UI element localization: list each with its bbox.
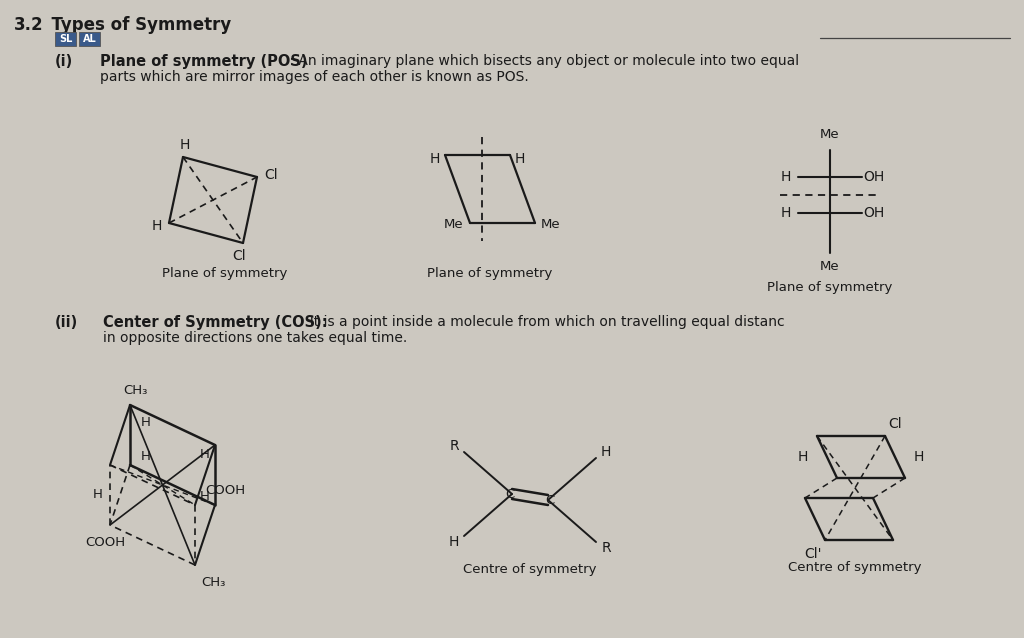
Text: H: H bbox=[798, 450, 808, 464]
Text: H: H bbox=[141, 417, 151, 429]
Text: Types of Symmetry: Types of Symmetry bbox=[40, 16, 231, 34]
Text: R: R bbox=[450, 439, 459, 453]
Text: H: H bbox=[430, 152, 440, 166]
Text: AL: AL bbox=[83, 34, 96, 44]
Text: H: H bbox=[180, 138, 190, 152]
Text: : An imaginary plane which bisects any object or molecule into two equal: : An imaginary plane which bisects any o… bbox=[285, 54, 799, 68]
Text: Cl: Cl bbox=[232, 249, 246, 263]
Text: Center of Symmetry (COS):: Center of Symmetry (COS): bbox=[103, 315, 328, 330]
Text: C: C bbox=[506, 487, 515, 500]
Bar bbox=[55, 32, 76, 46]
Text: (i): (i) bbox=[55, 54, 74, 69]
Text: Centre of symmetry: Centre of symmetry bbox=[463, 563, 597, 575]
Text: Plane of symmetry: Plane of symmetry bbox=[163, 267, 288, 279]
Text: CH₃: CH₃ bbox=[201, 577, 225, 590]
Text: H: H bbox=[200, 449, 210, 461]
Text: H: H bbox=[449, 535, 459, 549]
Text: H: H bbox=[141, 450, 151, 463]
Text: (ii): (ii) bbox=[55, 315, 78, 330]
Text: Centre of symmetry: Centre of symmetry bbox=[788, 561, 922, 574]
Text: It is a point inside a molecule from which on travelling equal distanc: It is a point inside a molecule from whi… bbox=[301, 315, 784, 329]
Text: parts which are mirror images of each other is known as POS.: parts which are mirror images of each ot… bbox=[100, 70, 528, 84]
Text: COOH: COOH bbox=[85, 537, 125, 549]
Text: H: H bbox=[515, 152, 525, 166]
Text: H: H bbox=[601, 445, 611, 459]
Text: H: H bbox=[781, 170, 792, 184]
Text: H: H bbox=[152, 219, 162, 233]
Text: CH₃: CH₃ bbox=[123, 383, 147, 396]
Text: Cl': Cl' bbox=[804, 547, 821, 561]
Text: H: H bbox=[781, 206, 792, 220]
Text: COOH: COOH bbox=[205, 484, 245, 496]
Text: Me: Me bbox=[820, 260, 840, 274]
Text: C: C bbox=[546, 494, 555, 507]
Text: Plane of symmetry (POS): Plane of symmetry (POS) bbox=[100, 54, 307, 69]
Text: H: H bbox=[913, 450, 925, 464]
Text: Cl: Cl bbox=[264, 168, 278, 182]
Text: OH: OH bbox=[863, 206, 885, 220]
Text: 3.2: 3.2 bbox=[14, 16, 44, 34]
Text: R: R bbox=[601, 541, 610, 555]
Text: SL: SL bbox=[58, 34, 72, 44]
Text: Me: Me bbox=[820, 128, 840, 142]
Text: Me: Me bbox=[444, 218, 464, 232]
Text: Plane of symmetry: Plane of symmetry bbox=[427, 267, 553, 279]
Text: Me: Me bbox=[542, 218, 561, 232]
Bar bbox=[79, 32, 100, 46]
Text: Plane of symmetry: Plane of symmetry bbox=[767, 281, 893, 293]
Text: in opposite directions one takes equal time.: in opposite directions one takes equal t… bbox=[103, 331, 408, 345]
Text: Cl: Cl bbox=[888, 417, 902, 431]
Text: OH: OH bbox=[863, 170, 885, 184]
Text: H: H bbox=[93, 489, 103, 501]
Text: H: H bbox=[200, 491, 210, 503]
